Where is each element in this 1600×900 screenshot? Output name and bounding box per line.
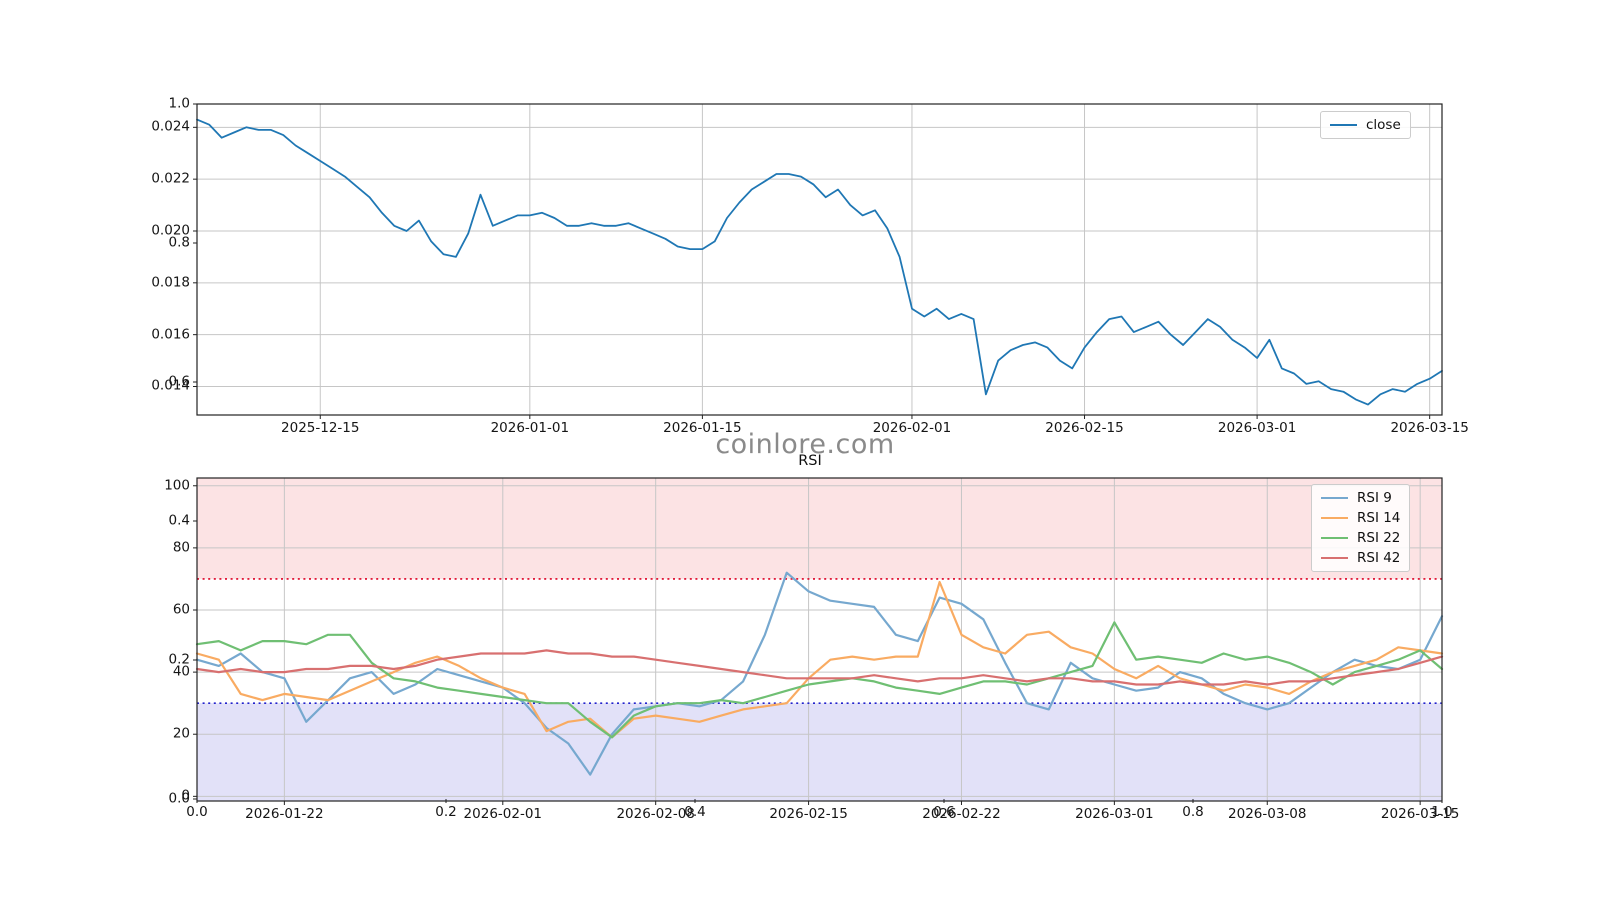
x-axis-tick-label: 2026-03-01 — [1217, 420, 1297, 436]
y-axis-tick-label: 0.014 — [151, 377, 190, 394]
x-axis-tick-label: 2026-02-01 — [872, 420, 952, 436]
oversold-band — [197, 703, 1442, 801]
rsi14-line-swatch — [1321, 517, 1348, 519]
overlay-x-tick-label: 0.2 — [435, 804, 457, 820]
overlay-y-tick-label: 0.8 — [168, 234, 190, 251]
overbought-band — [197, 478, 1442, 579]
overlay-y-tick-label: 0.6 — [168, 373, 190, 390]
legend-label-rsi22: RSI 22 — [1357, 530, 1401, 546]
y-axis-tick-label: 0.018 — [151, 274, 190, 291]
overlay-y-tick-label: 1.0 — [168, 95, 190, 112]
price-legend: close — [1320, 111, 1411, 139]
legend-row-rsi22: RSI 22 — [1321, 530, 1400, 546]
overlay-x-tick-label: 0.4 — [684, 804, 706, 820]
legend-row-close: close — [1330, 117, 1401, 133]
overlay-x-tick-label: 0.6 — [933, 804, 955, 820]
overlay-x-tick-label: 0.0 — [186, 804, 208, 820]
rsi42-line — [195, 649, 1444, 686]
rsi-legend: RSI 9 RSI 14 RSI 22 RSI 42 — [1311, 484, 1411, 572]
overlay-x-tick-label: 0.8 — [1182, 804, 1204, 820]
y-axis-tick-label: 0.022 — [151, 170, 190, 187]
x-axis-tick-label: 2026-02-08 — [616, 806, 695, 822]
y-axis-tick-label: 0.016 — [151, 325, 190, 342]
x-axis-tick-label: 2026-02-15 — [769, 806, 848, 822]
overlay-y-tick-label: 0.0 — [168, 790, 190, 807]
legend-row-rsi42: RSI 42 — [1321, 550, 1400, 566]
overlay-y-tick-label: 0.2 — [168, 651, 190, 668]
y-axis-tick-label: 40 — [172, 663, 190, 680]
legend-row-rsi9: RSI 9 — [1321, 490, 1400, 506]
rsi-chart-title: RSI — [798, 453, 822, 469]
overlay-y-tick-label: 0.4 — [168, 512, 190, 529]
rsi22-line — [195, 621, 1444, 739]
y-axis-tick-label: 60 — [172, 601, 190, 618]
legend-row-rsi14: RSI 14 — [1321, 510, 1400, 526]
legend-label-rsi42: RSI 42 — [1357, 550, 1401, 566]
rsi9-line — [195, 571, 1444, 776]
close-line-swatch — [1330, 124, 1357, 126]
x-axis-tick-label: 2026-01-15 — [663, 420, 742, 436]
y-axis-tick-label: 0.020 — [151, 222, 190, 239]
x-axis-tick-label: 2026-01-01 — [490, 420, 570, 436]
legend-label-rsi9: RSI 9 — [1357, 490, 1392, 506]
x-axis-tick-label: 2026-02-22 — [922, 806, 1001, 822]
rsi22-line-swatch — [1321, 537, 1348, 539]
y-axis-tick-label: 100 — [164, 477, 190, 493]
rsi9-line-swatch — [1321, 497, 1348, 499]
x-axis-tick-label: 2026-02-15 — [1045, 420, 1124, 436]
legend-label-rsi14: RSI 14 — [1357, 510, 1401, 526]
x-axis-tick-label: 2026-03-15 — [1390, 420, 1469, 436]
watermark: coinlore.com — [715, 429, 895, 460]
y-axis-tick-label: 80 — [172, 539, 190, 556]
y-axis-tick-label: 0.024 — [151, 118, 190, 135]
axes-spines — [196, 103, 1443, 416]
legend-label-close: close — [1366, 117, 1401, 133]
close-line — [196, 118, 1443, 406]
x-axis-tick-label: 2026-01-22 — [245, 806, 324, 822]
x-axis-tick-label: 2026-03-01 — [1075, 806, 1154, 822]
x-axis-tick-label: 2026-03-15 — [1380, 806, 1460, 822]
y-axis-tick-label: 20 — [172, 725, 190, 742]
rsi42-line-swatch — [1321, 557, 1348, 559]
x-axis-tick-label: 2025-12-15 — [281, 420, 360, 436]
axes-spines — [196, 477, 1443, 802]
y-axis-tick-label: 0 — [181, 787, 190, 804]
x-axis-tick-label: 2026-03-08 — [1228, 806, 1307, 822]
overlay-x-tick-label: 1.0 — [1431, 804, 1453, 820]
x-axis-tick-label: 2026-02-01 — [463, 806, 543, 822]
